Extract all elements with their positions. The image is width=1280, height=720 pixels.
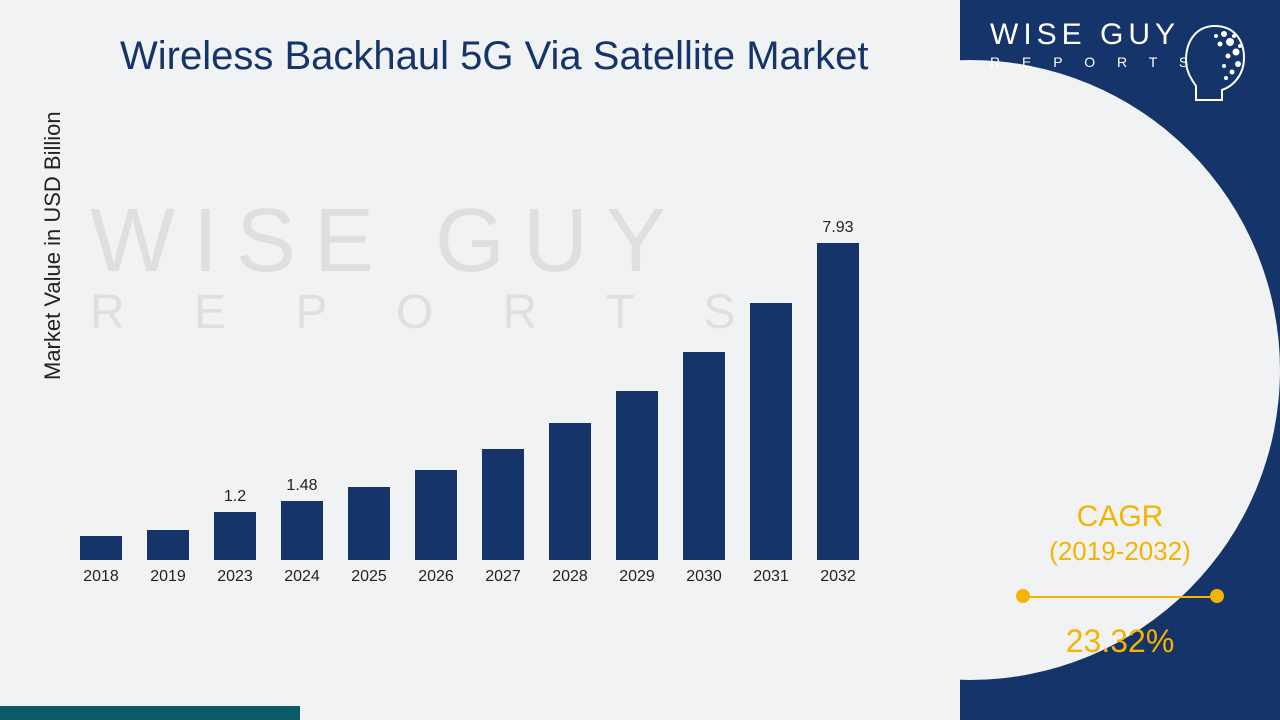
cagr-divider [1020, 585, 1220, 609]
x-tick-label: 2031 [741, 568, 801, 586]
bar: 2032 [817, 243, 859, 560]
cagr-period: (2019-2032) [990, 536, 1250, 567]
x-tick-label: 2024 [272, 568, 332, 586]
x-tick-label: 2032 [808, 568, 868, 586]
cagr-value: 23.32% [990, 623, 1250, 660]
page-root: Wireless Backhaul 5G Via Satellite Marke… [0, 0, 1280, 720]
teal-strip [0, 706, 300, 720]
x-tick-label: 2018 [71, 568, 131, 586]
bar: 2025 [348, 487, 390, 560]
bar: 2019 [147, 530, 189, 560]
brand-logo: WISE GUY R E P O R T S [990, 18, 1250, 108]
bar: 2018 [80, 536, 122, 560]
chart-title: Wireless Backhaul 5G Via Satellite Marke… [120, 32, 880, 80]
bar: 2024 [281, 501, 323, 560]
cagr-line-bar [1020, 596, 1220, 598]
x-tick-label: 2019 [138, 568, 198, 586]
cagr-dot-right [1210, 589, 1224, 603]
bar: 2031 [750, 303, 792, 560]
x-tick-label: 2029 [607, 568, 667, 586]
bar-value-label: 1.2 [205, 488, 265, 506]
x-tick-label: 2030 [674, 568, 734, 586]
y-axis-label: Market Value in USD Billion [40, 111, 66, 380]
cagr-dot-left [1016, 589, 1030, 603]
x-tick-label: 2028 [540, 568, 600, 586]
bar: 2027 [482, 449, 524, 560]
x-tick-label: 2026 [406, 568, 466, 586]
x-tick-label: 2027 [473, 568, 533, 586]
x-tick-label: 2023 [205, 568, 265, 586]
bar: 2026 [415, 470, 457, 560]
cagr-block: CAGR (2019-2032) 23.32% [990, 500, 1250, 660]
bar: 2028 [549, 423, 591, 560]
bar-value-label: 1.48 [272, 477, 332, 495]
plot-area: 2018 2019 2023 1.2 2024 1.48 2025 2026 2027 2028 2… [80, 220, 880, 560]
bar-value-label: 7.93 [808, 219, 868, 237]
head-dots-icon [1180, 22, 1250, 102]
cagr-title: CAGR [990, 500, 1250, 534]
x-tick-label: 2025 [339, 568, 399, 586]
bar: 2030 [683, 352, 725, 560]
bar: 2029 [616, 391, 658, 560]
bar: 2023 [214, 512, 256, 560]
bar-chart: 2018 2019 2023 1.2 2024 1.48 2025 2026 2027 2028 2… [80, 220, 880, 590]
